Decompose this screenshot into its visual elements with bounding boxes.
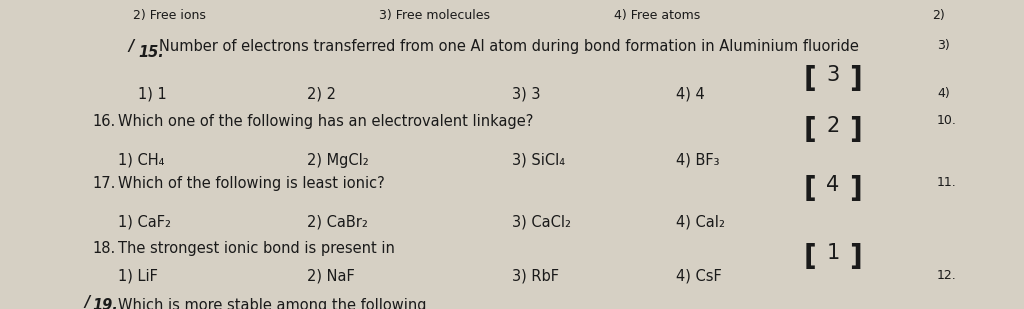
- Text: 1) CH₄: 1) CH₄: [118, 153, 164, 168]
- Text: Number of electrons transferred from one Al atom during bond formation in Alumin: Number of electrons transferred from one…: [159, 39, 858, 54]
- Text: ]: ]: [849, 65, 861, 93]
- Text: 2) NaF: 2) NaF: [307, 269, 355, 284]
- Text: 1) CaF₂: 1) CaF₂: [118, 215, 171, 230]
- Text: Which is more stable among the following: Which is more stable among the following: [118, 298, 426, 309]
- Text: 16.: 16.: [92, 114, 116, 129]
- Text: 4): 4): [937, 87, 949, 99]
- Text: Which of the following is least ionic?: Which of the following is least ionic?: [118, 176, 384, 191]
- Text: [: [: [804, 65, 816, 93]
- Text: ]: ]: [849, 243, 861, 271]
- Text: ]: ]: [849, 116, 861, 144]
- Text: 2: 2: [826, 116, 840, 136]
- Text: 1) 1: 1) 1: [138, 87, 167, 102]
- Text: 3) CaCl₂: 3) CaCl₂: [512, 215, 571, 230]
- Text: 19.: 19.: [92, 298, 118, 309]
- Text: 3) SiCl₄: 3) SiCl₄: [512, 153, 565, 168]
- Text: /: /: [84, 295, 89, 309]
- Text: ]: ]: [849, 175, 861, 203]
- Text: 17.: 17.: [92, 176, 116, 191]
- Text: [: [: [804, 116, 816, 144]
- Text: 10.: 10.: [937, 114, 956, 127]
- Text: [: [: [804, 243, 816, 271]
- Text: 12.: 12.: [937, 269, 956, 282]
- Text: 3): 3): [937, 39, 949, 52]
- Text: 2): 2): [932, 9, 944, 22]
- Text: The strongest ionic bond is present in: The strongest ionic bond is present in: [118, 241, 394, 256]
- Text: Which one of the following has an electrovalent linkage?: Which one of the following has an electr…: [118, 114, 534, 129]
- Text: 3) RbF: 3) RbF: [512, 269, 559, 284]
- Text: 4: 4: [826, 175, 840, 195]
- Text: 4) CaI₂: 4) CaI₂: [676, 215, 725, 230]
- Text: 2) Free ions: 2) Free ions: [133, 9, 206, 22]
- Text: 1: 1: [826, 243, 840, 263]
- Text: 2) MgCl₂: 2) MgCl₂: [307, 153, 369, 168]
- Text: 2) 2: 2) 2: [307, 87, 336, 102]
- Text: 4) 4: 4) 4: [676, 87, 705, 102]
- Text: 4) CsF: 4) CsF: [676, 269, 722, 284]
- Text: 4) BF₃: 4) BF₃: [676, 153, 719, 168]
- Text: 2) CaBr₂: 2) CaBr₂: [307, 215, 368, 230]
- Text: 15.: 15.: [138, 45, 164, 60]
- Text: 3: 3: [826, 65, 840, 85]
- Text: /: /: [128, 39, 133, 54]
- Text: [: [: [804, 175, 816, 203]
- Text: 1) LiF: 1) LiF: [118, 269, 158, 284]
- Text: 3) 3: 3) 3: [512, 87, 541, 102]
- Text: 18.: 18.: [92, 241, 116, 256]
- Text: 11.: 11.: [937, 176, 956, 189]
- Text: 3) Free molecules: 3) Free molecules: [379, 9, 489, 22]
- Text: 4) Free atoms: 4) Free atoms: [614, 9, 700, 22]
